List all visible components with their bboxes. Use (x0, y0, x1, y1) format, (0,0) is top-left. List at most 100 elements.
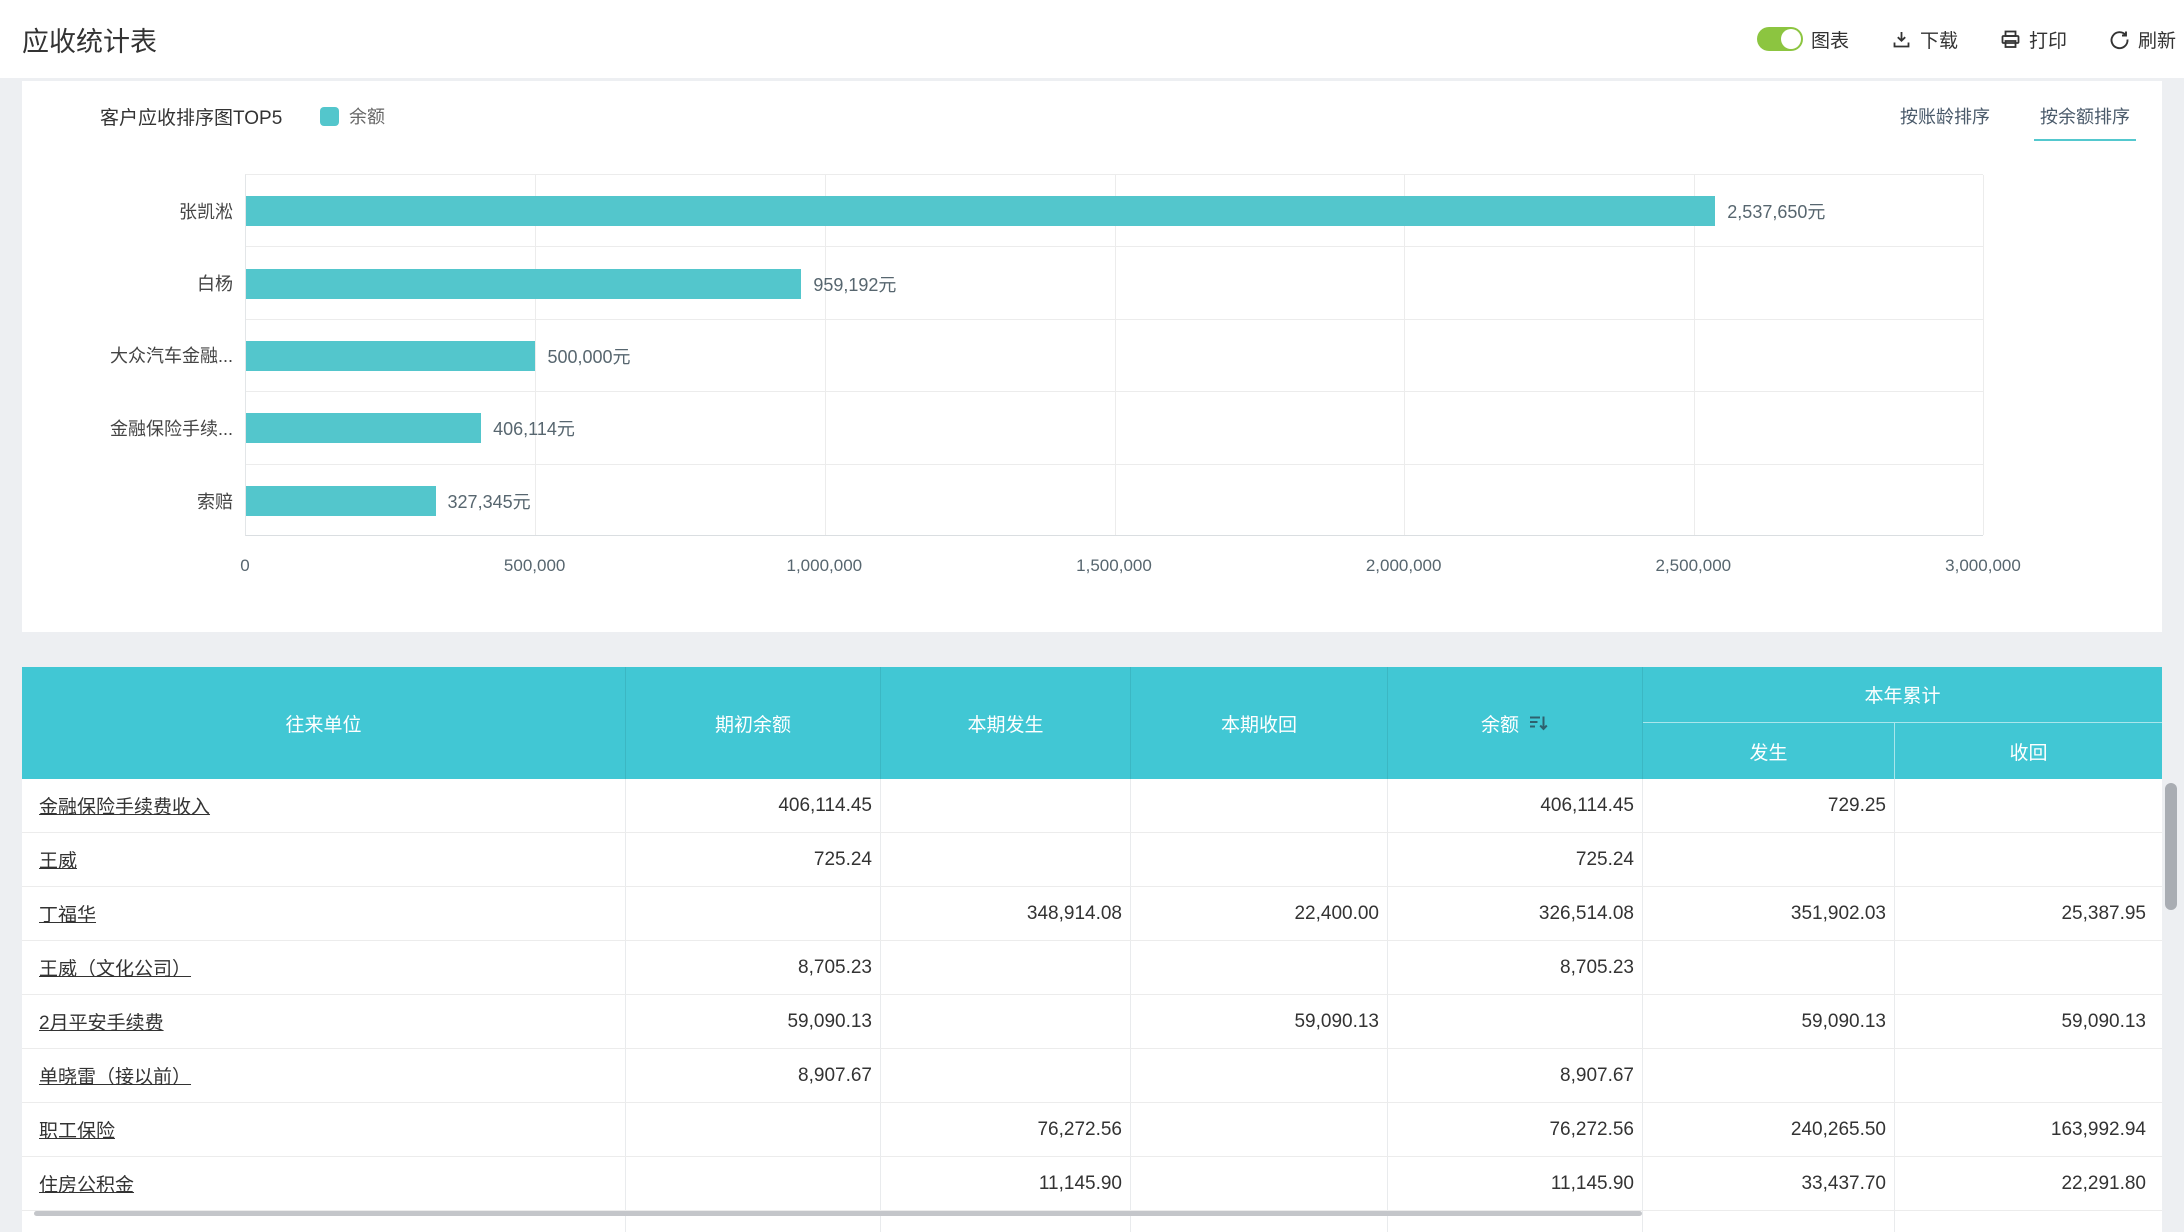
page-title: 应收统计表 (22, 26, 157, 57)
legend-swatch (320, 106, 339, 126)
ytd_incurred-cell: 33,437.70 (1643, 1157, 1895, 1210)
bar-value-label: 959,192元 (813, 274, 897, 295)
table-row: 王威（文化公司） 8,705.23 8,705.23 (22, 941, 2162, 995)
col-header-counterparty: 往来单位 (22, 667, 626, 779)
bar-plot: 张凯淞 2,537,650元 白杨 959,192元 大众汽车金融... 500,000元… (110, 174, 1984, 537)
incurred-cell: 348,914.08 (881, 887, 1131, 940)
balance-cell: 76,272.56 (1388, 1103, 1643, 1156)
balance-cell (1388, 995, 1643, 1048)
vertical-scrollbar-thumb[interactable] (2165, 783, 2177, 910)
table-row: 丁福华 348,914.08 22,400.00 326,514.08 351,902.… (22, 887, 2162, 941)
ytd_incurred-cell: 351,902.03 (1643, 887, 1895, 940)
gridline (535, 175, 537, 535)
chart-title: 客户应收排序图TOP5 (100, 108, 283, 129)
counterparty-cell: 住房公积金 (22, 1157, 626, 1210)
bar (246, 196, 1716, 227)
recovered-cell (1131, 1103, 1388, 1156)
tab-sort-by-balance[interactable]: 按余额排序 (2034, 99, 2136, 141)
bar-value-label: 406,114元 (493, 419, 575, 440)
chart-header: 客户应收排序图TOP5 余额 按账龄排序 按余额排序 (22, 81, 2162, 141)
empty-cell (1388, 1211, 1643, 1232)
toggle-switch-icon[interactable] (1756, 27, 1803, 51)
empty-cell (1131, 1211, 1388, 1232)
col-header-ytd-recovered: 收回 (2009, 742, 2048, 764)
counterparty-link[interactable]: 2月平安手续费 (39, 1013, 164, 1034)
opening-cell: 406,114.45 (626, 779, 881, 832)
ytd_recovered-cell: 163,992.94 (2050, 1118, 2146, 1140)
category-label: 索赔 (197, 491, 233, 512)
bar-band: 索赔 327,345元 (197, 465, 1983, 537)
horizontal-scrollbar-thumb[interactable] (34, 1211, 1642, 1216)
opening-cell (626, 1157, 881, 1210)
counterparty-link[interactable]: 单晓雷（接以前） (39, 1067, 192, 1088)
counterparty-link[interactable]: 王威 (39, 851, 78, 872)
x-tick-label: 1,500,000 (1076, 556, 1152, 575)
sort-tabs: 按账龄排序 按余额排序 (1894, 99, 2136, 141)
x-tick-label: 0 (240, 556, 250, 575)
col-header-ytd-group: 本年累计 (1643, 667, 2162, 723)
category-label: 大众汽车金融... (109, 346, 233, 367)
table-row: 职工保险 76,272.56 76,272.56 240,265.50 163,992.… (22, 1103, 2162, 1157)
balance-cell: 8,705.23 (1388, 941, 1643, 994)
counterparty-link[interactable]: 王威（文化公司） (39, 959, 192, 980)
col-header-current-recovered: 本期收回 (1131, 667, 1388, 779)
counterparty-cell: 单晓雷（接以前） (22, 1049, 626, 1102)
incurred-cell (881, 995, 1131, 1048)
chart-toggle[interactable]: 图表 (1756, 26, 1849, 53)
counterparty-cell: 王威（文化公司） (22, 941, 626, 994)
incurred-cell (881, 1049, 1131, 1102)
ytd_incurred-cell (1643, 1049, 1895, 1102)
bar-value-label: 327,345元 (447, 491, 531, 512)
ytd_recovered-cell: 25,387.95 (2061, 902, 2146, 924)
col-header-current-incurred: 本期发生 (881, 667, 1131, 779)
incurred-cell: 11,145.90 (881, 1157, 1131, 1210)
refresh-label: 刷新 (2137, 30, 2176, 52)
tab-sort-by-aging[interactable]: 按账龄排序 (1900, 107, 1990, 127)
chart-legend: 余额 (320, 103, 385, 129)
balance-cell: 326,514.08 (1388, 887, 1643, 940)
empty-cell (1895, 1211, 2162, 1232)
opening-cell: 8,907.67 (626, 1049, 881, 1102)
printer-icon (2000, 29, 2021, 50)
bar (246, 268, 802, 299)
table-row: 住房公积金 11,145.90 11,145.90 33,437.70 22,291.8… (22, 1157, 2162, 1211)
x-tick-label: 3,000,000 (1945, 556, 2021, 575)
bar (246, 413, 482, 444)
balance-cell: 725.24 (1388, 833, 1643, 886)
col-header-balance-sortable[interactable]: 余额 (1388, 667, 1643, 779)
counterparty-link[interactable]: 住房公积金 (39, 1175, 135, 1196)
x-tick-label: 2,500,000 (1655, 556, 1732, 575)
recovered-cell (1131, 1049, 1388, 1102)
print-button[interactable]: 打印 (2000, 26, 2067, 53)
ytd_recovered-cell: 22,291.80 (2061, 1172, 2146, 1194)
counterparty-cell: 2月平安手续费 (22, 995, 626, 1048)
table-row: 金融保险手续费收入 406,114.45 406,114.45 729.25 (22, 779, 2162, 833)
bar-band: 白杨 959,192元 (197, 247, 1983, 320)
gridline (1983, 175, 1984, 535)
ytd_recovered-cell: 59,090.13 (2061, 1010, 2146, 1032)
ytd_incurred-cell: 240,265.50 (1643, 1103, 1895, 1156)
receivables-table: 往来单位 期初余额 本期发生 本期收回 余额 本年累计 发生 收回 金融保险手续… (22, 667, 2162, 1232)
counterparty-cell: 王威 (22, 833, 626, 886)
recovered-cell (1131, 779, 1388, 832)
gridline (1403, 175, 1405, 535)
ytd_incurred-cell: 729.25 (1643, 779, 1895, 832)
counterparty-link[interactable]: 职工保险 (39, 1121, 116, 1142)
sort-descending-icon[interactable] (1527, 712, 1549, 734)
bar (246, 340, 536, 371)
opening-cell: 8,705.23 (626, 941, 881, 994)
refresh-button[interactable]: 刷新 (2109, 26, 2176, 53)
bar-band: 金融保险手续... 406,114元 (110, 392, 1983, 465)
incurred-cell (881, 833, 1131, 886)
print-label: 打印 (2028, 30, 2067, 52)
counterparty-cell: 金融保险手续费收入 (22, 779, 626, 832)
counterparty-cell: 职工保险 (22, 1103, 626, 1156)
incurred-cell: 76,272.56 (881, 1103, 1131, 1156)
empty-cell (22, 1211, 626, 1232)
recovered-cell: 59,090.13 (1131, 995, 1388, 1048)
counterparty-link[interactable]: 金融保险手续费收入 (39, 797, 211, 818)
counterparty-link[interactable]: 丁福华 (39, 905, 97, 926)
ytd_recovered-cell (1895, 833, 2162, 886)
download-button[interactable]: 下载 (1891, 26, 1958, 53)
